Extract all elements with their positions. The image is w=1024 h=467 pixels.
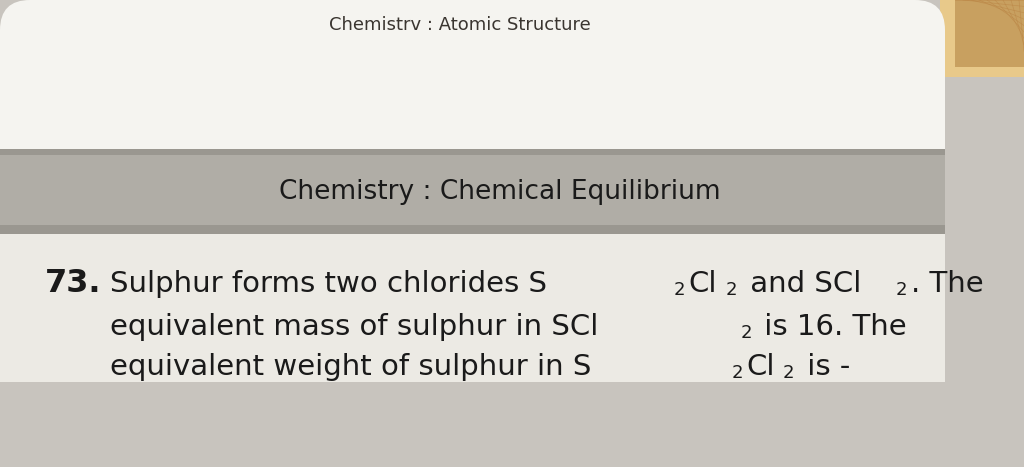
Bar	[0, 149, 945, 155]
Text: Chemistrv : Atomic Structure: Chemistrv : Atomic Structure	[329, 16, 591, 34]
Text: is 16. The: is 16. The	[755, 313, 907, 341]
Text: 2: 2	[783, 364, 795, 382]
Text: Cl: Cl	[689, 270, 718, 298]
Text: 73.: 73.	[45, 269, 101, 299]
Text: is -: is -	[798, 353, 850, 381]
FancyBboxPatch shape	[0, 0, 945, 382]
Bar	[955, 0, 1024, 67]
Text: Chemistry : Chemical Equilibrium: Chemistry : Chemical Equilibrium	[280, 179, 721, 205]
Text: equivalent weight of sulphur in S: equivalent weight of sulphur in S	[110, 353, 592, 381]
Text: 2: 2	[674, 281, 685, 299]
Text: . The: . The	[911, 270, 984, 298]
Bar	[940, 0, 1024, 77]
Text: Cl: Cl	[746, 353, 774, 381]
Text: 2: 2	[740, 324, 752, 342]
Text: Sulphur forms two chlorides S: Sulphur forms two chlorides S	[110, 270, 547, 298]
Text: and SCl: and SCl	[740, 270, 861, 298]
Text: 2: 2	[896, 281, 907, 299]
Text: equivalent mass of sulphur in SCl: equivalent mass of sulphur in SCl	[110, 313, 598, 341]
Text: 2: 2	[731, 364, 742, 382]
Bar	[0, 225, 945, 239]
Bar	[0, 234, 945, 382]
Text: 2: 2	[726, 281, 737, 299]
Bar	[0, 150, 945, 232]
